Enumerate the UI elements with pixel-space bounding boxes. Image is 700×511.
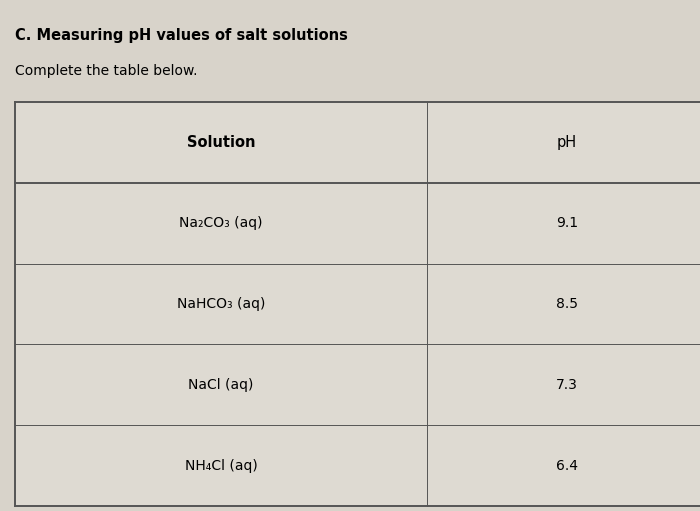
Text: NaHCO₃ (aq): NaHCO₃ (aq): [177, 297, 265, 311]
Text: NaCl (aq): NaCl (aq): [188, 378, 254, 392]
Text: pH: pH: [557, 135, 577, 150]
Text: 6.4: 6.4: [556, 458, 578, 473]
Text: C. Measuring pH values of salt solutions: C. Measuring pH values of salt solutions: [15, 28, 349, 43]
Text: NH₄Cl (aq): NH₄Cl (aq): [185, 458, 258, 473]
Text: Complete the table below.: Complete the table below.: [15, 64, 198, 78]
Text: Solution: Solution: [187, 135, 256, 150]
Text: 7.3: 7.3: [556, 378, 578, 392]
Text: 9.1: 9.1: [556, 216, 578, 230]
Text: 8.5: 8.5: [556, 297, 578, 311]
Text: Na₂CO₃ (aq): Na₂CO₃ (aq): [179, 216, 263, 230]
